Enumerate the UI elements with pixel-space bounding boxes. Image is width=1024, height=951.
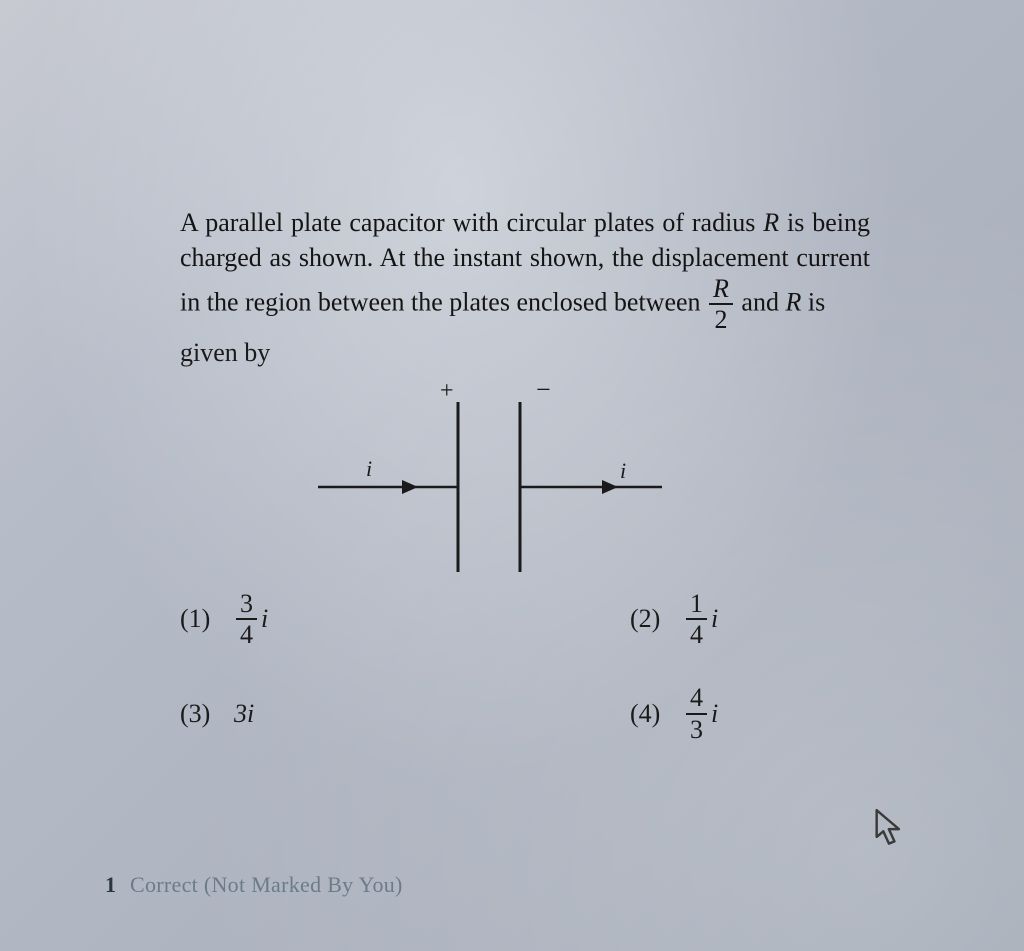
correct-count: 1: [105, 872, 116, 898]
option-4-frac: 4 3: [686, 684, 707, 743]
q-part-3: and: [735, 287, 786, 316]
diagram-minus-label: −: [536, 375, 551, 404]
option-3-math: 3i: [234, 699, 254, 729]
option-2-frac: 1 4: [686, 590, 707, 649]
option-4-i: i: [711, 699, 718, 729]
diagram-i-right: i: [620, 458, 626, 483]
option-4-label: (4): [630, 699, 670, 729]
option-1-math: 3 4 i: [234, 590, 268, 649]
q-fraction-R-over-2: R2: [709, 275, 733, 334]
q-part-4: is: [801, 287, 825, 316]
option-2-i: i: [711, 604, 718, 634]
option-3-label: (3): [180, 699, 220, 729]
q-R1: R: [763, 208, 779, 237]
options-grid: (1) 3 4 i (2) 1 4 i (3) 3i: [180, 590, 870, 743]
question-block: A parallel plate capacitor with circular…: [180, 205, 870, 743]
capacitor-diagram: + − i i: [310, 372, 690, 582]
option-1-label: (1): [180, 604, 220, 634]
option-3-text: 3i: [234, 699, 254, 729]
option-2[interactable]: (2) 1 4 i: [630, 590, 870, 649]
option-1-i: i: [261, 604, 268, 634]
cursor-icon: [872, 808, 908, 848]
option-4-math: 4 3 i: [684, 684, 718, 743]
option-2-den: 4: [686, 620, 707, 648]
diagram-i-left: i: [366, 456, 372, 481]
option-1-frac: 3 4: [236, 590, 257, 649]
option-4-den: 3: [686, 715, 707, 743]
option-1[interactable]: (1) 3 4 i: [180, 590, 420, 649]
answer-status-footer: 1 Correct (Not Marked By You): [105, 872, 403, 898]
q-part-1: A parallel plate capacitor with circular…: [180, 208, 763, 237]
q-given-by: given by: [180, 338, 870, 368]
option-4-num: 4: [686, 684, 707, 714]
option-2-label: (2): [630, 604, 670, 634]
status-text: Correct (Not Marked By You): [130, 872, 403, 898]
option-1-num: 3: [236, 590, 257, 620]
option-3[interactable]: (3) 3i: [180, 684, 420, 743]
q-R2: R: [785, 287, 801, 316]
q-frac-den: 2: [709, 305, 733, 333]
option-2-math: 1 4 i: [684, 590, 718, 649]
q-frac-num: R: [709, 275, 733, 305]
option-2-num: 1: [686, 590, 707, 620]
option-1-den: 4: [236, 620, 257, 648]
diagram-plus-label: +: [440, 378, 454, 404]
option-4[interactable]: (4) 4 3 i: [630, 684, 870, 743]
question-text: A parallel plate capacitor with circular…: [180, 205, 870, 334]
